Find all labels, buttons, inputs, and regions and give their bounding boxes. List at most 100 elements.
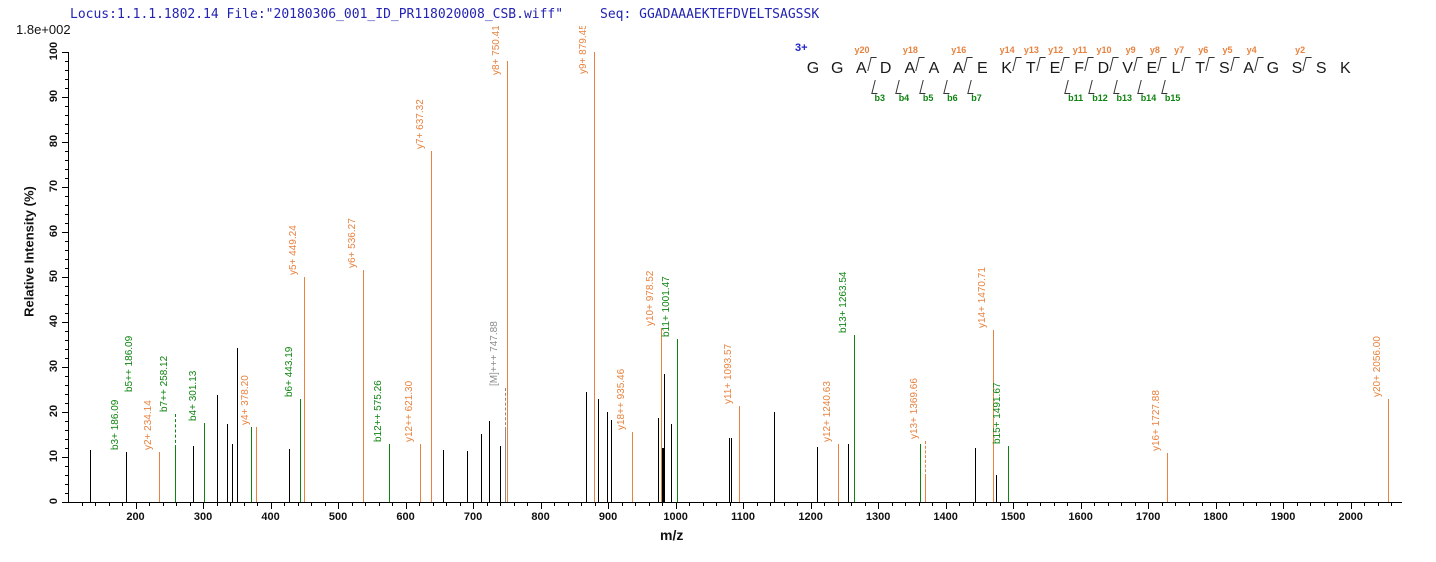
spectrum-peak [728,437,730,502]
x-tick [378,503,380,506]
y-tick [65,358,68,359]
x-tick-label: 1700 [1135,511,1161,523]
x-tick [324,503,326,506]
x-tick [1229,503,1231,506]
spectrum-peak [838,443,840,502]
spectrum-peak [597,398,599,502]
x-tick [999,503,1001,506]
residue-letter: L [1171,60,1181,77]
x-tick [1323,503,1325,506]
x-tick-label: 500 [328,511,348,523]
x-tick [986,503,988,506]
y-ion-label: y5 [1222,45,1233,55]
x-tick [365,503,367,506]
x-tick [432,503,434,506]
y-tick-label: 80 [48,134,60,148]
x-tick [257,503,259,506]
x-tick [567,503,569,506]
peak-label: y4+ 378.20 [239,375,251,426]
residue-letter: G [830,60,844,77]
x-tick [311,503,313,506]
x-tick [594,503,596,506]
b-ion-label: b12 [1092,93,1108,103]
sequence-label: Seq: GGADAAAEKTEFDVELTSAGSSK [600,7,820,22]
y-tick [65,88,68,89]
b-ion-label: b4 [898,93,910,103]
peak-label: b5++ 186.09 [124,335,136,392]
y-tick [65,304,68,305]
spectrum-peak [236,347,238,502]
x-tick [1202,503,1204,506]
x-tick [918,503,920,506]
x-tick [878,503,880,509]
spectrum-peak [443,449,445,502]
y-ion-label: y12 [1048,45,1064,55]
y-ion-label: y11 [1072,45,1088,55]
y-tick [65,241,68,242]
precursor-charge-label: 3+ [795,42,808,54]
y-tick [65,196,68,197]
y-ion-label: y20 [854,45,870,55]
x-tick [891,503,893,506]
x-tick [338,503,340,509]
spectrum-peak [500,445,502,502]
x-tick [1364,503,1366,506]
y-tick [65,448,68,449]
x-tick-label: 1200 [798,511,823,523]
peak-label: y5+ 449.24 [287,225,299,275]
y-tick [65,70,68,71]
spectrum-peak [1388,398,1390,502]
y-tick [65,160,68,161]
x-tick [419,503,421,506]
spectrum-header: Locus:1.1.1.1802.14 File:"20180306_001_I… [0,0,1436,26]
x-tick [1337,503,1339,506]
peak-label: y10+ 978.52 [645,270,657,327]
spectrum-peak [505,430,507,502]
x-tick [1242,503,1244,506]
y-tick [65,394,68,395]
peak-label: b13+ 1263.54 [837,271,849,334]
x-tick [459,503,461,506]
residue-letter: K [1001,60,1012,77]
peak-label: b3+ 186.09 [110,399,122,450]
x-tick [230,503,232,506]
y-tick [65,385,68,386]
x-tick [1094,503,1096,506]
y-tick [65,250,68,251]
peak-label: b4+ 301.13 [187,370,199,422]
residue-letter: G [1266,60,1280,77]
x-tick [216,503,218,506]
y-tick [62,187,68,188]
spectrum-peak [632,432,634,502]
spectrum-peak [993,330,995,502]
x-tick [446,503,448,506]
x-tick [122,503,123,506]
residue-letter: S [1291,60,1303,77]
x-tick [648,503,650,506]
peak-label: y18++ 935.46 [616,369,628,431]
x-tick-label: 1500 [1000,511,1026,523]
b-ion-label: b11 [1068,93,1084,103]
spectrum-peak [419,443,421,502]
residue-letter: A [1243,60,1254,77]
spectrum-peak [303,277,305,502]
x-tick [945,503,947,509]
y-ion-label: y4 [1246,45,1257,55]
b-ion-label: b7 [971,93,982,103]
x-tick [1175,503,1177,506]
residue-letter: A [904,60,916,77]
residue-letter: E [977,60,988,77]
spectrum-peak [481,434,483,502]
y-ion-label: y8 [1149,45,1160,55]
y-ion-label: y6 [1198,45,1209,55]
spectrum-peak [662,448,666,502]
x-tick [527,503,529,506]
peak-label: b7++ 258.12 [158,355,170,412]
y-tick [65,178,68,179]
peak-label: y11+ 1093.57 [722,343,734,404]
y-tick [65,430,68,431]
peak-label: b6+ 443.19 [283,346,295,397]
y-tick [62,367,68,368]
x-tick [851,503,853,506]
